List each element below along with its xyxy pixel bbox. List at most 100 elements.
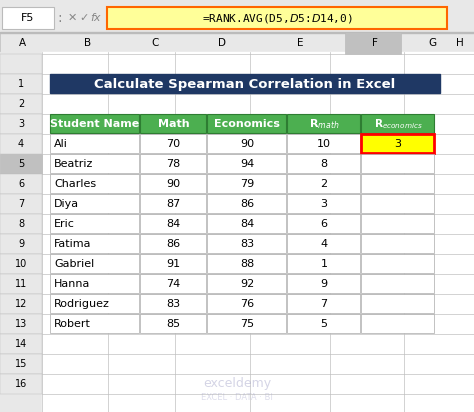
Bar xyxy=(0,134,42,154)
Bar xyxy=(50,294,139,313)
Bar xyxy=(0,254,42,274)
Text: 11: 11 xyxy=(15,279,27,289)
Bar xyxy=(287,134,360,153)
Text: 10: 10 xyxy=(15,259,27,269)
Bar xyxy=(0,174,42,194)
Text: 94: 94 xyxy=(240,159,254,169)
Bar xyxy=(0,214,42,234)
Text: Beatriz: Beatriz xyxy=(54,159,93,169)
Text: 3: 3 xyxy=(320,199,328,209)
Bar xyxy=(140,274,206,293)
Bar xyxy=(2,7,54,29)
Text: Charles: Charles xyxy=(54,179,96,189)
Bar xyxy=(361,174,434,193)
Bar xyxy=(207,174,286,193)
Bar xyxy=(0,32,474,54)
Text: 6: 6 xyxy=(18,179,24,189)
Bar xyxy=(0,74,42,94)
Text: 90: 90 xyxy=(166,179,181,189)
Text: 84: 84 xyxy=(240,219,254,229)
Text: 75: 75 xyxy=(240,319,254,329)
Text: 8: 8 xyxy=(18,219,24,229)
Text: 9: 9 xyxy=(18,239,24,249)
Text: A: A xyxy=(18,38,26,48)
Bar xyxy=(0,54,42,74)
Text: 74: 74 xyxy=(166,279,181,289)
Bar xyxy=(50,274,139,293)
Text: D: D xyxy=(218,38,226,48)
Bar xyxy=(207,114,286,133)
Bar xyxy=(0,374,42,394)
Bar xyxy=(207,154,286,173)
Bar xyxy=(140,154,206,173)
Bar xyxy=(140,194,206,213)
Bar xyxy=(207,234,286,253)
Bar xyxy=(140,174,206,193)
Text: ✕: ✕ xyxy=(67,13,77,23)
Bar xyxy=(361,194,434,213)
Text: Eric: Eric xyxy=(54,219,75,229)
Text: 7: 7 xyxy=(18,199,24,209)
Text: 6: 6 xyxy=(320,219,328,229)
Text: 12: 12 xyxy=(15,299,27,309)
Bar xyxy=(361,234,434,253)
Text: 84: 84 xyxy=(166,219,181,229)
Text: B: B xyxy=(84,38,91,48)
Bar xyxy=(0,354,42,374)
Text: 86: 86 xyxy=(166,239,181,249)
Bar xyxy=(0,334,42,354)
Bar xyxy=(50,154,139,173)
Text: Student Name: Student Name xyxy=(50,119,140,129)
Text: 8: 8 xyxy=(320,159,328,169)
Text: 7: 7 xyxy=(320,299,328,309)
Bar xyxy=(0,194,42,214)
Bar xyxy=(287,174,360,193)
Bar xyxy=(361,214,434,233)
Bar xyxy=(50,254,139,273)
Bar xyxy=(140,314,206,333)
Bar xyxy=(140,134,206,153)
Text: E: E xyxy=(297,38,303,48)
Text: 3: 3 xyxy=(18,119,24,129)
Bar xyxy=(207,134,286,153)
Text: Gabriel: Gabriel xyxy=(54,259,94,269)
Text: =RANK.AVG(D5,$D$5:$D$14,0): =RANK.AVG(D5,$D$5:$D$14,0) xyxy=(201,12,352,24)
Bar xyxy=(0,114,42,134)
Bar xyxy=(361,254,434,273)
Text: 3: 3 xyxy=(394,139,401,149)
Bar xyxy=(287,114,360,133)
Text: exceldemy: exceldemy xyxy=(203,377,271,391)
Bar xyxy=(361,274,434,293)
Bar xyxy=(0,314,42,334)
Bar xyxy=(50,194,139,213)
Text: 2: 2 xyxy=(18,99,24,109)
Text: 92: 92 xyxy=(240,279,254,289)
Text: 90: 90 xyxy=(240,139,254,149)
Bar xyxy=(287,234,360,253)
Bar xyxy=(0,274,42,294)
Bar xyxy=(287,294,360,313)
Text: H: H xyxy=(456,38,464,48)
Text: 15: 15 xyxy=(15,359,27,369)
Bar xyxy=(50,114,139,133)
Text: Rodriguez: Rodriguez xyxy=(54,299,110,309)
Text: 79: 79 xyxy=(240,179,254,189)
Text: 78: 78 xyxy=(166,159,181,169)
Text: Diya: Diya xyxy=(54,199,79,209)
Bar xyxy=(140,114,206,133)
Text: 1: 1 xyxy=(18,79,24,89)
Bar xyxy=(287,214,360,233)
Bar xyxy=(345,32,401,54)
Bar xyxy=(361,114,434,133)
Bar xyxy=(287,154,360,173)
Bar xyxy=(287,254,360,273)
Bar xyxy=(207,274,286,293)
Text: Math: Math xyxy=(158,119,189,129)
Bar xyxy=(140,214,206,233)
Text: Fatima: Fatima xyxy=(54,239,91,249)
Bar xyxy=(361,134,434,153)
Text: 88: 88 xyxy=(240,259,254,269)
Text: Ali: Ali xyxy=(54,139,68,149)
Bar xyxy=(207,294,286,313)
Bar xyxy=(207,314,286,333)
